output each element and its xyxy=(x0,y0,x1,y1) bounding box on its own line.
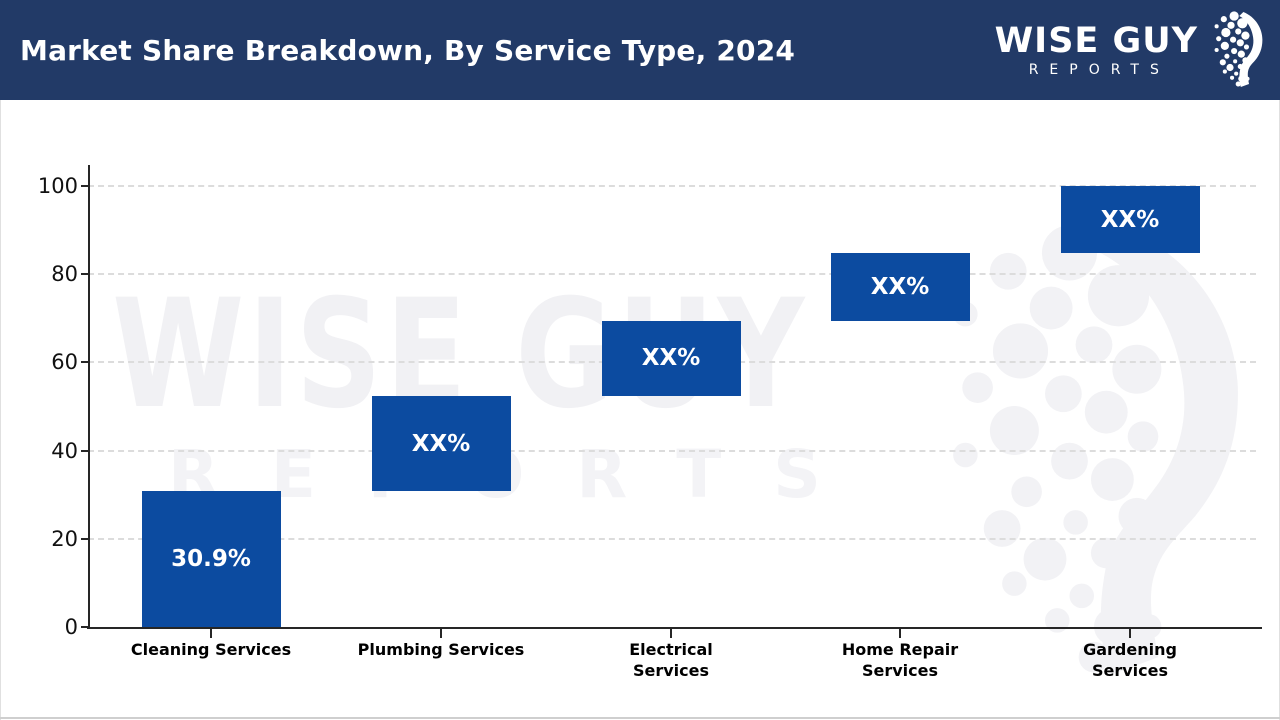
y-axis-tick-mark xyxy=(81,626,88,628)
x-axis-category-label: Plumbing Services xyxy=(357,640,525,659)
x-axis-category-label: Electrical Services xyxy=(629,640,713,680)
y-axis-tick-mark xyxy=(81,185,88,187)
y-axis-tick-label: 40 xyxy=(51,438,78,463)
left-border xyxy=(0,100,1,720)
bar-gardening-services: XX% xyxy=(1060,186,1200,254)
y-axis-tick-mark xyxy=(81,537,88,540)
y-axis-tick-mark xyxy=(81,449,88,452)
page-title: Market Share Breakdown, By Service Type,… xyxy=(20,33,796,67)
logo-text: WISE GUY REPORTS xyxy=(994,20,1198,78)
y-axis-tick-label: 0 xyxy=(64,615,78,639)
y-axis-line xyxy=(88,165,90,629)
bottom-border xyxy=(0,717,1280,719)
y-axis-tick-label: 60 xyxy=(51,350,78,375)
header-bar: Market Share Breakdown, By Service Type,… xyxy=(0,0,1280,100)
y-axis-tick-label: 20 xyxy=(51,526,78,551)
x-axis-category-label: Home Repair Services xyxy=(841,640,959,680)
bar-value-label: XX% xyxy=(411,430,471,457)
bar-value-label: XX% xyxy=(1100,206,1160,233)
gridline-40 xyxy=(88,449,1256,452)
dotted-head-icon xyxy=(1214,11,1263,88)
x-axis-category-label: Cleaning Services xyxy=(130,640,292,659)
bar-electrical-services: XX% xyxy=(601,320,741,397)
x-axis-category-label: Gardening Services xyxy=(1083,640,1177,680)
bar-value-label: 30.9% xyxy=(171,545,251,572)
x-axis-tick-mark xyxy=(670,629,672,638)
x-axis-tick-mark xyxy=(440,629,442,638)
y-axis-tick-label: 100 xyxy=(37,174,78,198)
x-axis-tick-mark xyxy=(1129,629,1131,638)
y-axis-tick-mark xyxy=(81,361,88,364)
bar-cleaning-services: 30.9% xyxy=(141,490,281,627)
logo-subname: REPORTS xyxy=(1028,61,1170,78)
y-axis-tick-label: 80 xyxy=(51,262,78,287)
x-axis-tick-mark xyxy=(210,629,212,638)
bar-value-label: XX% xyxy=(641,345,701,372)
wise-guy-reports-logo: WISE GUY REPORTS xyxy=(995,0,1266,100)
gridline-80 xyxy=(88,273,1256,276)
logo-name: WISE GUY xyxy=(994,20,1198,61)
y-axis-tick-mark xyxy=(81,273,88,276)
bar-value-label: XX% xyxy=(870,273,930,300)
gridline-20 xyxy=(88,537,1256,540)
gridline-100 xyxy=(88,185,1256,187)
bar-home-repair-services: XX% xyxy=(830,253,970,321)
x-axis-tick-mark xyxy=(899,629,901,638)
x-axis-line xyxy=(87,627,1262,629)
watermark-head-icon xyxy=(953,225,1238,676)
bar-plumbing-services: XX% xyxy=(371,396,511,491)
